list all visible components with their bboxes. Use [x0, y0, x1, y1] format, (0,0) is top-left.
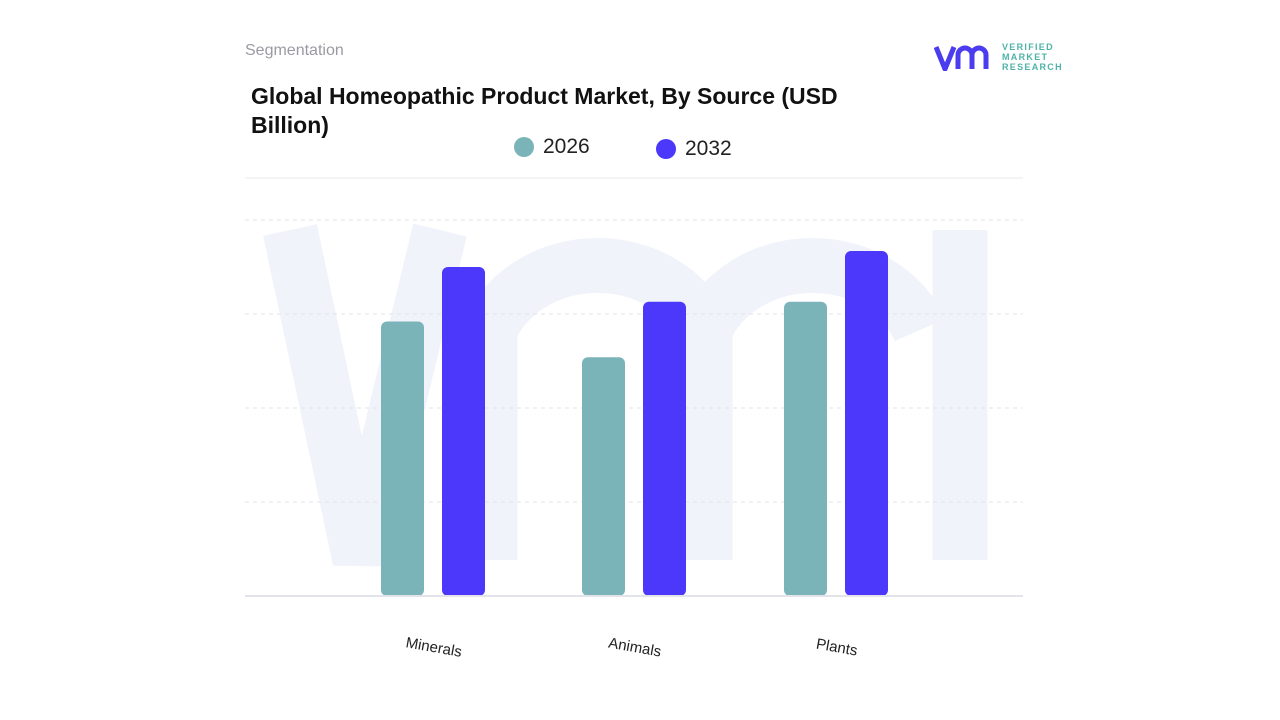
legend-swatch-2032 — [656, 139, 676, 159]
x-tick-label: Minerals — [404, 634, 463, 661]
legend-label-2026: 2026 — [543, 135, 590, 158]
legend-swatch-2026 — [514, 137, 534, 157]
bar-plants-2026 — [784, 301, 827, 596]
section-label: Segmentation — [245, 42, 344, 59]
vmr-logo-mark — [934, 45, 989, 71]
x-tick-label: Animals — [607, 635, 663, 661]
bar-plants-2032 — [845, 251, 888, 596]
legend-item-2026: 2026 — [514, 135, 590, 159]
bar-minerals-2032 — [442, 267, 485, 596]
bar-minerals-2026 — [381, 321, 424, 596]
legend-item-2032: 2032 — [656, 137, 732, 161]
legend-label-2032: 2032 — [685, 137, 732, 160]
bar-animals-2026 — [582, 357, 625, 596]
x-tick-label: Plants — [815, 636, 859, 660]
chart-title: Global Homeopathic Product Market, By So… — [251, 83, 838, 138]
vmr-logo: VERIFIED MARKET RESEARCH — [934, 42, 1063, 72]
bar-animals-2032 — [643, 301, 686, 596]
vmr-logo-text: VERIFIED MARKET RESEARCH — [1002, 42, 1063, 72]
